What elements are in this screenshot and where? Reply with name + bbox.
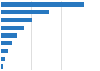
Bar — [1, 33, 17, 38]
Bar — [1, 2, 84, 7]
Bar — [1, 57, 5, 61]
Bar — [1, 64, 3, 69]
Bar — [1, 49, 8, 53]
Bar — [1, 26, 24, 30]
Bar — [1, 41, 12, 45]
Bar — [1, 10, 49, 14]
Bar — [1, 18, 32, 22]
